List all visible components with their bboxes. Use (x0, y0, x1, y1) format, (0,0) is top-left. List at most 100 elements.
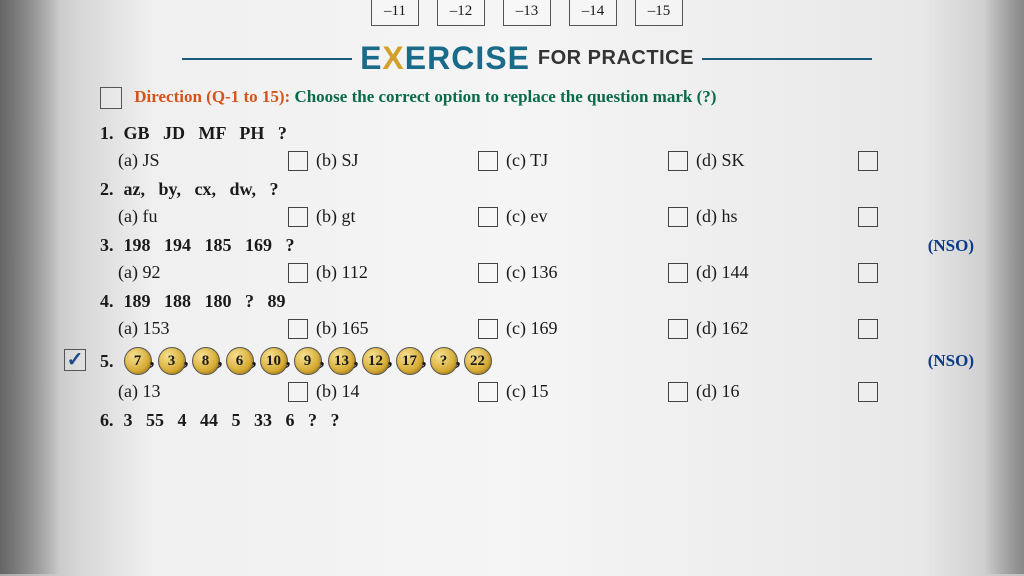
q1-chk-d[interactable] (668, 151, 688, 171)
q2-opt-b: (b) gt (288, 206, 478, 227)
q4-opt-b-text: (b) 165 (316, 318, 369, 339)
q5-opt-d-text: (d) 16 (696, 381, 740, 402)
q4-opt-c-text: (c) 169 (506, 318, 557, 339)
q5-opt-b-text: (b) 14 (316, 381, 360, 402)
q2-chk-c[interactable] (478, 207, 498, 227)
direction-label: Direction (Q-1 to 15): (134, 87, 290, 106)
q5-opt-a-text: (a) 13 (118, 381, 160, 402)
title-post: ERCISE (405, 40, 530, 76)
direction-text: Choose the correct option to replace the… (290, 87, 716, 106)
q1-opt-b-text: (b) SJ (316, 150, 359, 171)
q4-num: 4. (100, 291, 114, 312)
q5-circle-7: 12 (362, 347, 390, 375)
q5-circle-0: 7 (124, 347, 152, 375)
q3-nso-tag: (NSO) (928, 236, 974, 256)
q5-circle-1: 3 (158, 347, 186, 375)
q5-circle-2: 8 (192, 347, 220, 375)
q2-options: (a) fu (b) gt (c) ev (d) hs (118, 206, 984, 227)
q2-opt-c: (c) ev (478, 206, 668, 227)
q5-nso-tag: (NSO) (928, 351, 974, 371)
q5-chk-d[interactable] (668, 382, 688, 402)
title-main: EXERCISE (360, 40, 530, 77)
q3-chk-d[interactable] (668, 263, 688, 283)
top-num-4: –14 (569, 0, 617, 26)
q5-opt-d: (d) 16 (668, 381, 838, 402)
q5-chk-b[interactable] (288, 382, 308, 402)
q5-margin-checkbox[interactable] (64, 349, 86, 371)
q4-opt-b: (b) 165 (288, 318, 478, 339)
q5-circle-sequence: 7, 3, 8, 6, 10, 9, 13, 12, 17, ?, 22 (124, 347, 492, 375)
q5-circle-5: 9 (294, 347, 322, 375)
q4-chk-d[interactable] (668, 319, 688, 339)
q1-chk-c[interactable] (478, 151, 498, 171)
q5-chk-end[interactable] (858, 382, 878, 402)
q6-prompt-line: 6. 3 55 4 44 5 33 6 ? ? (100, 410, 984, 431)
q6-num: 6. (100, 410, 114, 431)
title-sub: FOR PRACTICE (538, 47, 694, 70)
q6-prompt: 3 55 4 44 5 33 6 ? ? (124, 410, 340, 431)
q4-opt-a-text: (a) 153 (118, 318, 169, 339)
question-1: 1. GB JD MF PH ? (a) JS (b) SJ (c) TJ (d… (100, 123, 984, 171)
q3-opt-c-text: (c) 136 (506, 262, 557, 283)
page-shadow-right (984, 0, 1024, 574)
q5-circle-8: 17 (396, 347, 424, 375)
q3-opt-a-text: (a) 92 (118, 262, 160, 283)
q1-opt-a-text: (a) JS (118, 150, 160, 171)
q3-chk-end[interactable] (858, 263, 878, 283)
q4-options: (a) 153 (b) 165 (c) 169 (d) 162 (118, 318, 984, 339)
q2-chk-end[interactable] (858, 207, 878, 227)
question-6: 6. 3 55 4 44 5 33 6 ? ? (100, 410, 984, 431)
q3-chk-c[interactable] (478, 263, 498, 283)
q2-prompt-line: 2. az, by, cx, dw, ? (100, 179, 984, 200)
q4-chk-c[interactable] (478, 319, 498, 339)
top-num-3: –13 (503, 0, 551, 26)
q1-chk-end[interactable] (858, 151, 878, 171)
q5-circle-4: 10 (260, 347, 288, 375)
question-5: 5. 7, 3, 8, 6, 10, 9, 13, 12, 17, ?, 22 … (100, 347, 984, 402)
q2-opt-a: (a) fu (118, 206, 288, 227)
q1-opt-d-text: (d) SK (696, 150, 745, 171)
q1-chk-b[interactable] (288, 151, 308, 171)
q3-opt-d: (d) 144 (668, 262, 838, 283)
title-row: EXERCISE FOR PRACTICE (70, 40, 984, 77)
q2-opt-b-text: (b) gt (316, 206, 356, 227)
q2-chk-d[interactable] (668, 207, 688, 227)
q5-chk-c[interactable] (478, 382, 498, 402)
q5-opt-c-text: (c) 15 (506, 381, 548, 402)
q2-prompt: az, by, cx, dw, ? (124, 179, 279, 200)
title-pre: E (360, 40, 382, 76)
q2-chk-b[interactable] (288, 207, 308, 227)
q2-opt-c-text: (c) ev (506, 206, 547, 227)
q5-num: 5. (100, 351, 114, 372)
q4-opt-c: (c) 169 (478, 318, 668, 339)
q3-num: 3. (100, 235, 114, 256)
q4-chk-b[interactable] (288, 319, 308, 339)
q5-prompt-line: 5. 7, 3, 8, 6, 10, 9, 13, 12, 17, ?, 22 … (100, 347, 984, 375)
q2-opt-d-text: (d) hs (696, 206, 738, 227)
top-number-row: –11 –12 –13 –14 –15 (70, 0, 984, 26)
top-num-1: –11 (371, 0, 419, 26)
q5-options: (a) 13 (b) 14 (c) 15 (d) 16 (118, 381, 984, 402)
q2-num: 2. (100, 179, 114, 200)
q1-opt-a: (a) JS (118, 150, 288, 171)
q1-opt-c: (c) TJ (478, 150, 668, 171)
direction-line: Direction (Q-1 to 15): Choose the correc… (100, 87, 984, 109)
q3-chk-b[interactable] (288, 263, 308, 283)
question-3: 3. 198 194 185 169 ? (NSO) (a) 92 (b) 11… (100, 235, 984, 283)
q3-opt-b: (b) 112 (288, 262, 478, 283)
direction-checkbox[interactable] (100, 87, 122, 109)
q5-circle-9: ? (430, 347, 458, 375)
q4-prompt-line: 4. 189 188 180 ? 89 (100, 291, 984, 312)
q3-opt-c: (c) 136 (478, 262, 668, 283)
q4-opt-d: (d) 162 (668, 318, 838, 339)
q1-num: 1. (100, 123, 114, 144)
question-2: 2. az, by, cx, dw, ? (a) fu (b) gt (c) e… (100, 179, 984, 227)
q1-prompt-line: 1. GB JD MF PH ? (100, 123, 984, 144)
q1-options: (a) JS (b) SJ (c) TJ (d) SK (118, 150, 984, 171)
question-4: 4. 189 188 180 ? 89 (a) 153 (b) 165 (c) … (100, 291, 984, 339)
q4-opt-d-text: (d) 162 (696, 318, 749, 339)
q1-prompt: GB JD MF PH ? (124, 123, 287, 144)
q4-chk-end[interactable] (858, 319, 878, 339)
q3-options: (a) 92 (b) 112 (c) 136 (d) 144 (118, 262, 984, 283)
q4-prompt: 189 188 180 ? 89 (124, 291, 286, 312)
